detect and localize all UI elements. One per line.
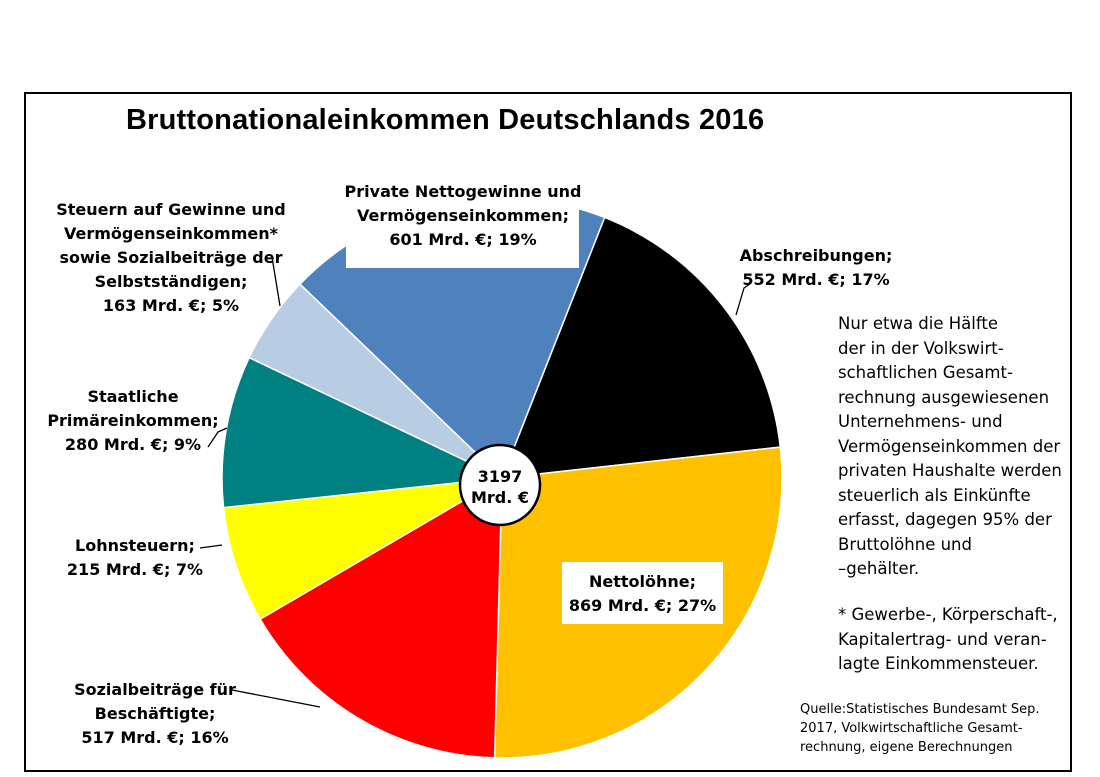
leader-line-abschreibungen: [735, 283, 751, 316]
label-line: Abschreibungen;: [739, 246, 893, 265]
center-total-label: 3197 Mrd. €: [458, 445, 542, 529]
note-line: schaftlichen Gesamt-: [838, 363, 1013, 382]
note-line: Nur etwa die Hälfte: [838, 314, 998, 333]
label-line: Sozialbeiträge für: [74, 680, 236, 699]
leader-line-lohnsteuern: [199, 544, 223, 549]
data-label-abschreibungen: Abschreibungen; 552 Mrd. €; 17%: [730, 244, 902, 292]
source-line: Quelle:Statistisches Bundesamt Sep.: [800, 702, 1040, 717]
note-line: Unternehmens- und: [838, 412, 1003, 431]
source-line: 2017, Volkwirtschaftliche Gesamt-: [800, 721, 1023, 736]
label-line: Private Nettogewinne und: [344, 182, 582, 201]
center-total-value: 3197: [477, 467, 523, 486]
label-line: 215 Mrd. €; 7%: [66, 560, 204, 579]
explanatory-note: Nur etwa die Hälfte der in der Volkswirt…: [838, 312, 1062, 582]
note-line: Bruttolöhne und: [838, 534, 972, 554]
label-line: Vermögenseinkommen*: [63, 224, 278, 243]
pie-slice-sozialbeiträge-für-beschäftigte: [259, 476, 503, 759]
pie-slice-lohnsteuern: [222, 477, 503, 621]
footnote-line: lagte Einkommensteuer.: [838, 654, 1039, 673]
label-line: 280 Mrd. €; 9%: [64, 435, 202, 454]
note-line: steuerlich als Einkünfte: [838, 485, 1031, 505]
label-line: sowie Sozialbeiträge der: [59, 248, 283, 267]
label-line: Beschäftigte;: [94, 704, 216, 723]
note-line: der in der Volkswirt-: [838, 338, 1004, 358]
data-label-private-nettogewinne: Private Nettogewinne und Vermögenseinkom…: [332, 180, 594, 252]
note-line: rechnung ausgewiesenen: [838, 387, 1050, 407]
note-line: –gehälter.: [838, 559, 920, 578]
pie-slice-staatliche-primäreinkommen: [221, 356, 505, 509]
source-line: rechnung, eigene Berechnungen: [800, 740, 1013, 755]
label-line: 163 Mrd. €; 5%: [102, 296, 240, 315]
data-label-staatliche-primaereinkommen: Staatliche Primäreinkommen; 280 Mrd. €; …: [38, 385, 228, 457]
data-label-sozialbeitraege: Sozialbeiträge für Beschäftigte; 517 Mrd…: [70, 678, 240, 750]
label-line: Selbstständigen;: [94, 272, 248, 291]
footnote-line: * Gewerbe-, Körperschaft-,: [838, 605, 1058, 624]
leader-line-steuern: [271, 256, 281, 307]
footnote-line: Kapitalertrag- und veran-: [838, 629, 1047, 649]
label-line: Nettolöhne;: [588, 572, 697, 591]
chart-frame: [24, 92, 1072, 772]
label-line: Primäreinkommen;: [47, 411, 219, 430]
footnote: * Gewerbe-, Körperschaft-, Kapitalertrag…: [838, 603, 1058, 677]
note-line: erfasst, dagegen 95% der: [838, 510, 1052, 529]
source-note: Quelle:Statistisches Bundesamt Sep. 2017…: [800, 700, 1040, 757]
label-line: 517 Mrd. €; 16%: [81, 728, 229, 747]
label-line: 601 Mrd. €; 19%: [389, 230, 537, 249]
leader-line-sozialbeitraege: [231, 689, 321, 708]
note-line: Vermögenseinkommen der: [838, 436, 1061, 456]
leader-line-staatliche: [207, 427, 228, 448]
data-label-nettoloehne: Nettolöhne; 869 Mrd. €; 27%: [562, 570, 723, 618]
label-line: Staatliche: [87, 387, 179, 406]
data-label-lohnsteuern: Lohnsteuern; 215 Mrd. €; 7%: [50, 534, 220, 582]
pie-slice-abschreibungen: [500, 216, 782, 479]
data-label-steuern-auf-gewinne: Steuern auf Gewinne und Vermögenseinkomm…: [40, 198, 302, 318]
center-total-unit: Mrd. €: [470, 488, 530, 507]
label-box-private: [346, 178, 579, 268]
label-line: 552 Mrd. €; 17%: [742, 270, 890, 289]
chart-title: Bruttonationaleinkommen Deutschlands 201…: [126, 104, 765, 136]
label-line: 869 Mrd. €; 27%: [568, 596, 717, 615]
label-line: Steuern auf Gewinne und: [56, 200, 286, 219]
note-line: privaten Haushalte werden: [838, 461, 1062, 480]
label-line: Vermögenseinkommen;: [356, 206, 570, 225]
label-box-nettoloehne: [562, 562, 723, 624]
center-total-circle: [458, 443, 542, 527]
label-line: Lohnsteuern;: [75, 536, 195, 555]
